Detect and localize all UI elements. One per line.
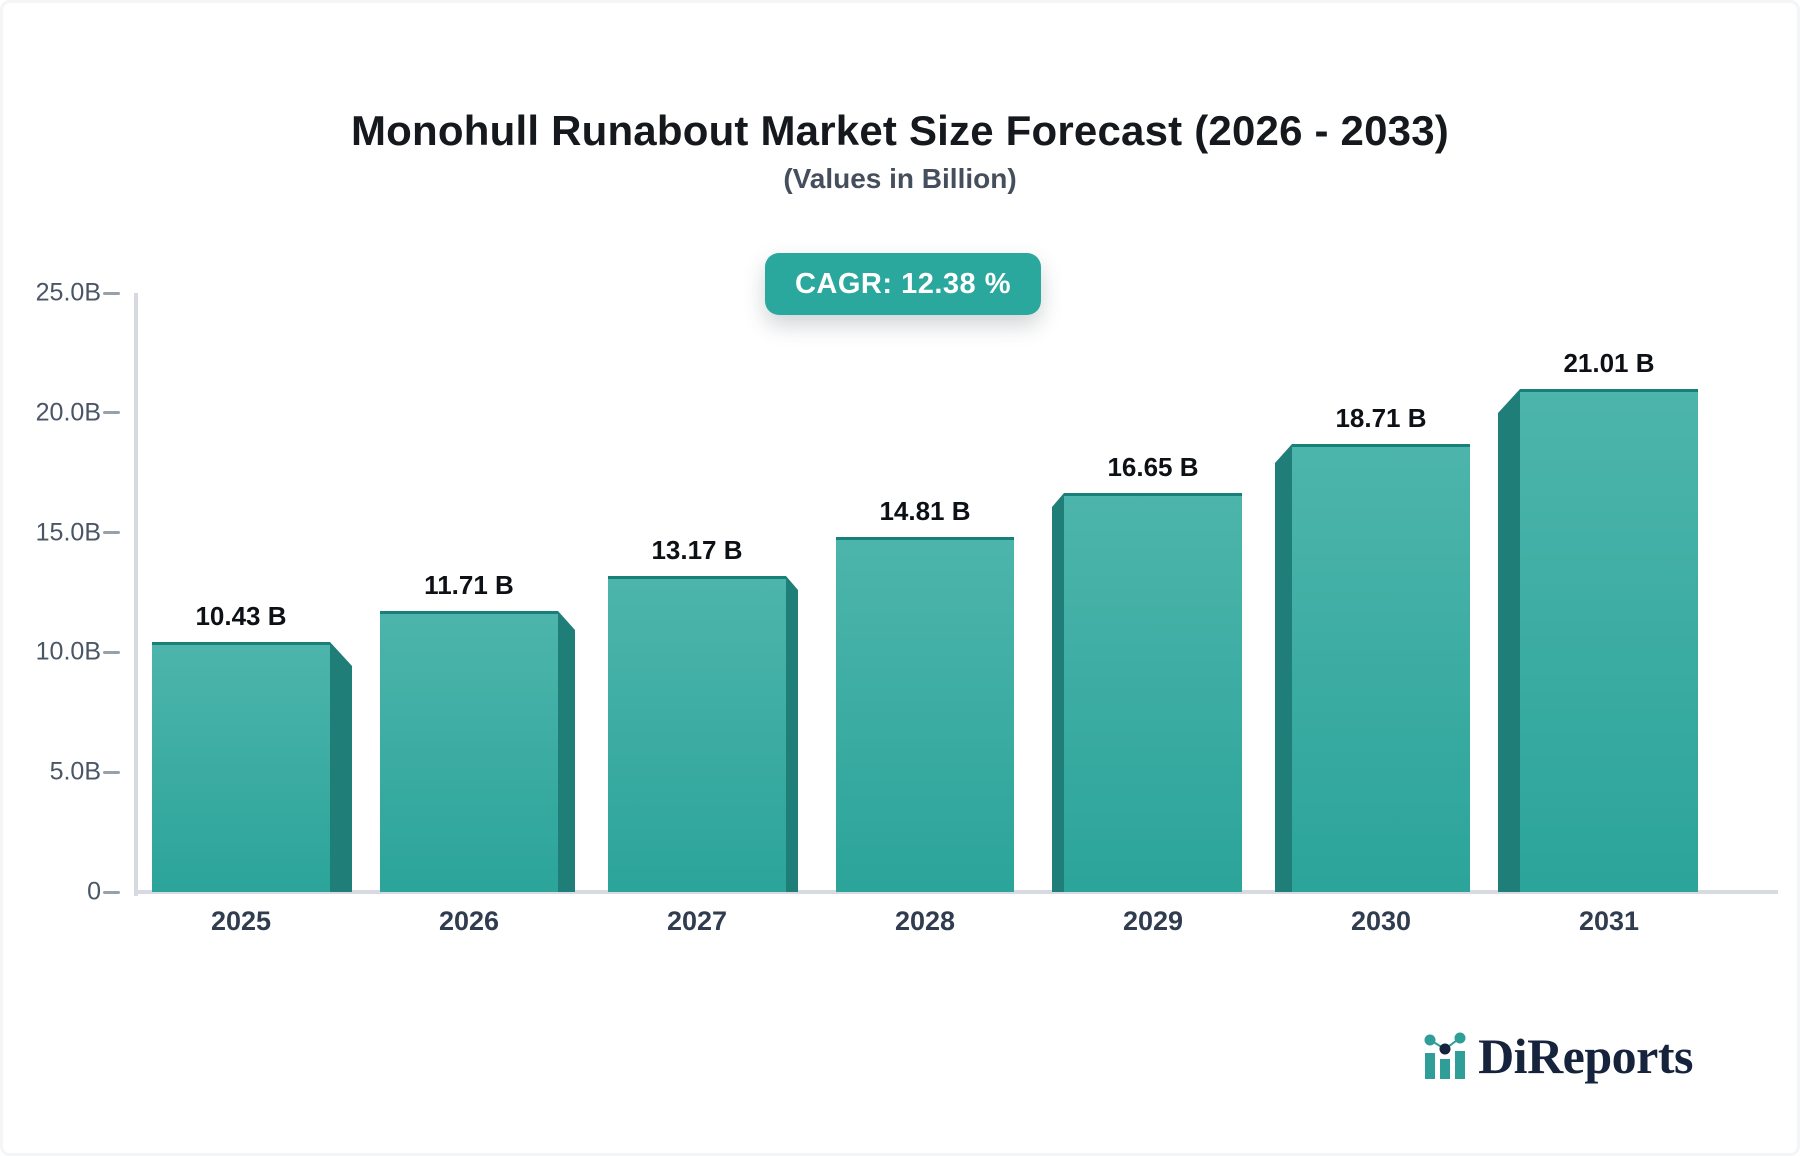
bar-value-label: 10.43 B <box>195 601 287 631</box>
bar-front-face <box>608 576 786 892</box>
y-tick-dash <box>103 770 120 774</box>
bar: 16.65 B <box>1052 452 1242 892</box>
bar-top-edge <box>152 642 330 645</box>
y-tick-dash <box>103 291 120 295</box>
bar-side-face <box>1052 493 1064 892</box>
x-tick-label: 2025 <box>210 906 272 936</box>
bar-side-face <box>1498 389 1520 892</box>
chart-title: Monohull Runabout Market Size Forecast (… <box>351 107 1449 154</box>
bar-side-face <box>1275 444 1292 892</box>
bar-value-label: 14.81 B <box>879 496 971 526</box>
bar: 10.43 B <box>152 601 352 892</box>
direports-logo-text: DiReports <box>1478 1028 1693 1084</box>
x-tick-label: 2026 <box>438 906 500 936</box>
bar-top-edge <box>380 611 558 614</box>
bar: 13.17 B <box>608 535 798 892</box>
bar-front-face <box>836 537 1014 892</box>
bar-side-face <box>330 642 352 892</box>
bar: 14.81 B <box>836 496 1014 892</box>
bar: 11.71 B <box>380 570 575 892</box>
x-tick-label: 2030 <box>1350 906 1412 936</box>
bar: 21.01 B <box>1498 348 1698 892</box>
y-tick-dash <box>103 411 120 415</box>
y-tick-label: 5.0B <box>49 757 101 786</box>
y-tick-label: 20.0B <box>35 398 101 427</box>
chart-subtitle: (Values in Billion) <box>783 163 1017 194</box>
bar-front-face <box>1292 444 1470 892</box>
bar-front-face <box>380 611 558 892</box>
y-tick-label: 0 <box>87 877 101 906</box>
brand-footer: DiReports <box>1422 1031 1693 1081</box>
bar-top-edge <box>608 576 786 579</box>
y-tick-label: 25.0B <box>35 278 101 307</box>
bar-front-face <box>1520 389 1698 892</box>
y-tick-label: 10.0B <box>35 637 101 666</box>
direports-logo-icon <box>1424 1032 1466 1079</box>
cagr-badge: CAGR: 12.38 % <box>764 253 1042 315</box>
bar-top-edge <box>1520 389 1698 392</box>
bar-top-edge <box>1292 444 1470 447</box>
bar-front-face <box>1064 493 1242 892</box>
bar-front-face <box>152 642 330 892</box>
y-tick-label: 15.0B <box>35 518 101 547</box>
x-axis-line <box>134 890 1778 894</box>
x-tick-label: 2029 <box>1122 906 1184 936</box>
x-tick-label: 2028 <box>894 906 956 936</box>
bar-value-label: 21.01 B <box>1563 348 1655 378</box>
bar-value-label: 11.71 B <box>424 570 514 600</box>
bar-value-label: 13.17 B <box>651 535 743 565</box>
x-tick-label: 2031 <box>1578 906 1640 936</box>
y-tick-dash <box>103 531 120 535</box>
y-tick-dash <box>103 890 120 894</box>
bar-value-label: 18.71 B <box>1335 403 1427 433</box>
chart-header: Monohull Runabout Market Size Forecast (… <box>3 107 1797 195</box>
bar-top-edge <box>1064 493 1242 496</box>
bar: 18.71 B <box>1275 403 1470 892</box>
x-tick-label: 2027 <box>666 906 728 936</box>
bar-side-face <box>786 576 798 892</box>
bar-top-edge <box>836 537 1014 540</box>
y-tick-dash <box>103 650 120 654</box>
bar-side-face <box>558 611 575 892</box>
y-axis-line <box>134 293 138 896</box>
bar-chart-plot: 25.0B 20.0B 15.0B 10.0B 5.0B 0 10.43 B 2025 11.7… <box>3 3 1797 1153</box>
bar-value-label: 16.65 B <box>1107 452 1199 482</box>
